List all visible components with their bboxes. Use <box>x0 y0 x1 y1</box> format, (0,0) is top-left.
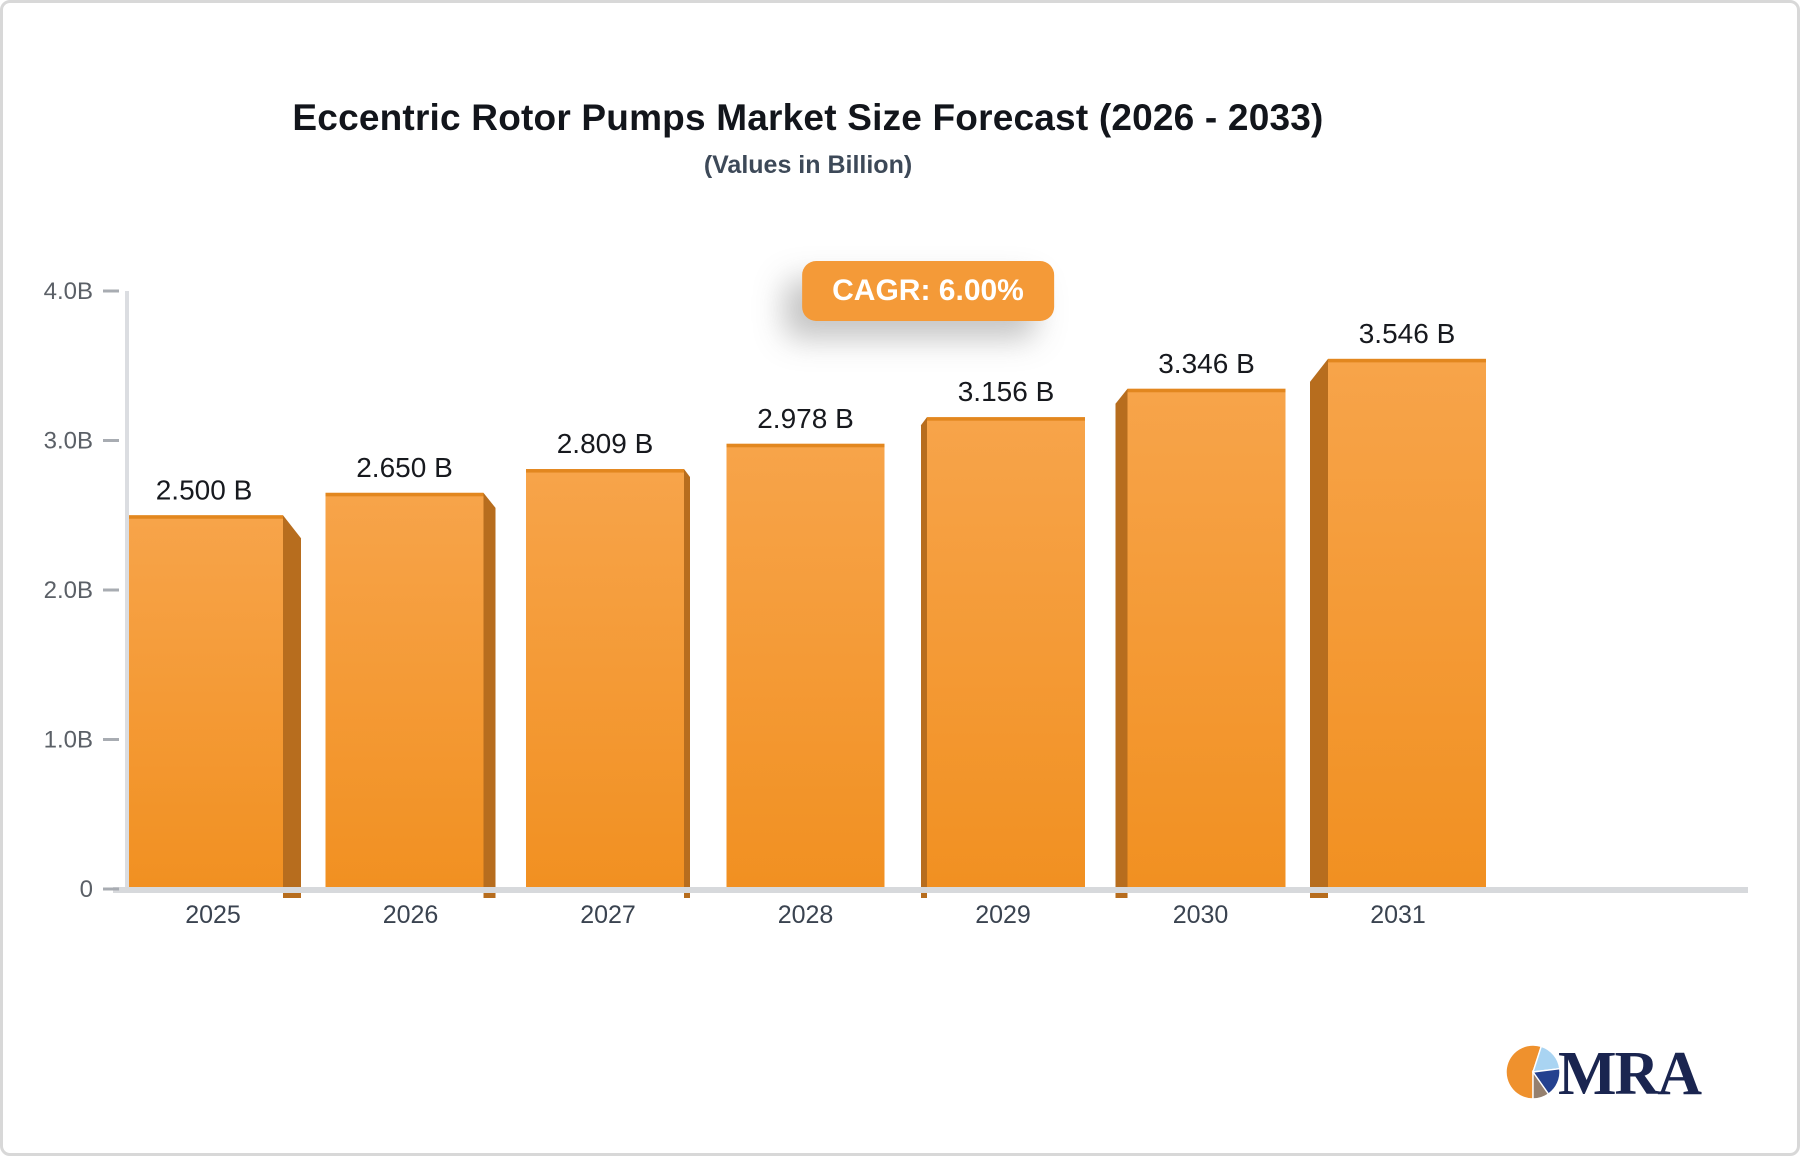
x-axis-label: 2029 <box>975 901 1031 929</box>
y-tick-dash <box>103 439 119 442</box>
bar-3d-side <box>283 515 301 898</box>
y-axis-label: 1.0B <box>44 727 93 754</box>
x-axis-label: 2028 <box>778 901 834 929</box>
bar-top-edge <box>526 469 684 473</box>
bar <box>927 417 1085 891</box>
y-axis-label: 0 <box>80 876 93 903</box>
y-tick-dash <box>103 738 119 741</box>
bar-top-edge <box>927 417 1085 421</box>
x-axis-label: 2027 <box>580 901 636 929</box>
bar-group: 3.346 B 2030 <box>1115 348 1286 929</box>
cagr-badge: CAGR: 6.00% <box>802 261 1054 321</box>
bar <box>325 492 484 891</box>
bar-3d-side <box>483 492 496 898</box>
x-axis-label: 2025 <box>185 901 241 929</box>
y-axis-label: 3.0B <box>44 428 93 455</box>
bar-group: 3.156 B 2029 <box>921 376 1085 929</box>
y-axis-label: 4.0B <box>44 278 93 305</box>
bar-3d-side <box>921 417 927 898</box>
chart-subtitle: (Values in Billion) <box>703 151 913 179</box>
bar-value-label: 2.500 B <box>156 474 253 505</box>
bar <box>726 443 885 891</box>
bar <box>125 515 283 891</box>
mra-logo: MRA <box>1505 1040 1704 1108</box>
bar-value-label: 3.346 B <box>1158 348 1255 379</box>
bar-top-edge <box>325 492 484 497</box>
logo-pie-slice-brown <box>1532 1069 1550 1100</box>
y-tick-dash <box>103 887 119 891</box>
y-axis-label: 2.0B <box>44 577 93 604</box>
bar-group: 2.650 B 2026 <box>325 452 496 929</box>
bar-group: 2.978 B 2028 <box>726 403 885 929</box>
bar-value-label: 2.978 B <box>757 403 854 434</box>
bar-value-label: 3.546 B <box>1359 318 1456 349</box>
x-axis-label: 2031 <box>1370 901 1426 929</box>
bar-3d-side <box>684 469 690 898</box>
bar-group: 2.500 B 2025 <box>125 474 301 929</box>
bar-value-label: 3.156 B <box>958 376 1055 407</box>
bar-3d-side <box>1310 358 1328 898</box>
x-axis-label: 2026 <box>383 901 439 929</box>
bar <box>1127 388 1286 891</box>
bar-chart: 2.500 B 2025 2.650 B 2026 2.809 B 2027 2.978 B… <box>44 278 1748 929</box>
x-axis-label: 2030 <box>1173 901 1229 929</box>
bar-value-label: 2.650 B <box>356 452 453 483</box>
bar-3d-side <box>1115 388 1128 898</box>
logo-text: MRA <box>1558 1040 1702 1108</box>
y-tick-dash <box>103 588 119 592</box>
bar-group: 3.546 B 2031 <box>1310 318 1486 929</box>
y-tick-dash <box>103 289 119 293</box>
bar-value-label: 2.809 B <box>557 428 654 459</box>
chart-title: Eccentric Rotor Pumps Market Size Foreca… <box>292 97 1324 138</box>
bar-top-edge <box>1328 358 1486 363</box>
bar <box>1328 358 1486 891</box>
bar <box>526 469 684 891</box>
x-axis-line <box>113 887 1748 893</box>
bar-top-edge <box>125 515 283 519</box>
bar-top-edge <box>1127 388 1286 393</box>
bar-group: 2.809 B 2027 <box>526 428 690 929</box>
bar-top-edge <box>726 443 885 448</box>
y-axis-line <box>125 291 129 893</box>
